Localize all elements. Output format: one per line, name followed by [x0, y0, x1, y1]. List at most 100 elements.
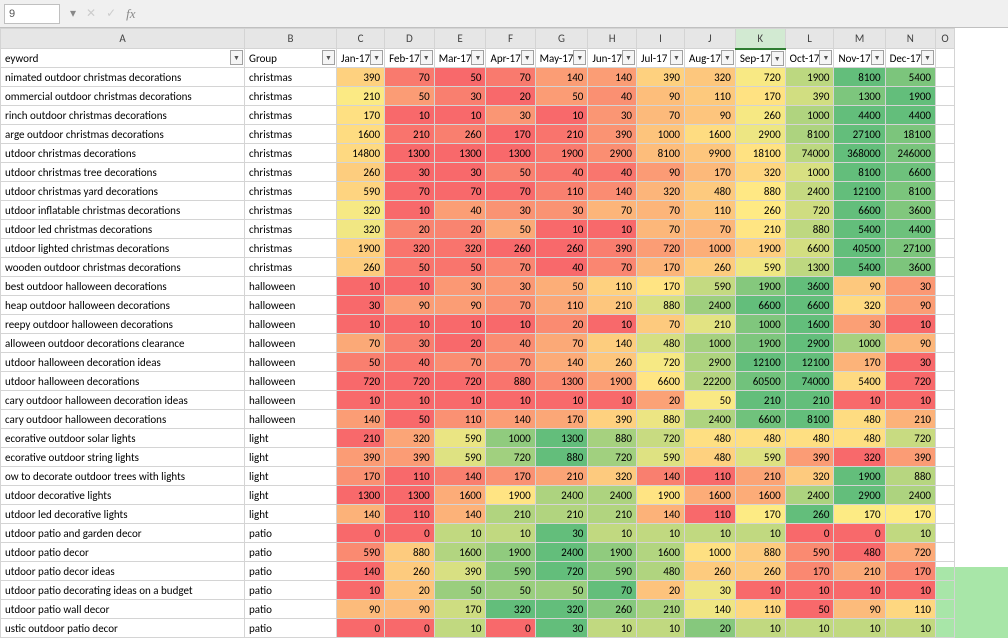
value-cell[interactable]: 70 — [486, 182, 535, 201]
value-cell[interactable]: 40 — [385, 353, 435, 372]
group-cell[interactable]: patio — [245, 600, 337, 619]
value-cell[interactable]: 590 — [636, 448, 684, 467]
value-cell[interactable]: 30 — [486, 201, 535, 220]
value-cell[interactable]: 10 — [486, 524, 535, 543]
value-cell[interactable]: 10 — [337, 277, 385, 296]
value-cell[interactable]: 2400 — [684, 410, 735, 429]
value-cell[interactable]: 170 — [636, 258, 684, 277]
value-cell[interactable]: 260 — [735, 201, 785, 220]
table-row[interactable]: wooden outdoor christmas decorationschri… — [1, 258, 955, 277]
table-row[interactable]: cary outdoor halloween decoration ideash… — [1, 391, 955, 410]
value-cell[interactable]: 1300 — [785, 258, 834, 277]
column-header-C[interactable]: C — [337, 29, 385, 49]
value-cell[interactable]: 40 — [588, 163, 637, 182]
value-cell[interactable]: 10 — [636, 619, 684, 638]
value-cell[interactable]: 1300 — [535, 429, 588, 448]
value-cell[interactable]: 720 — [885, 543, 935, 562]
header-month-7[interactable]: Aug-17▼ — [684, 49, 735, 68]
value-cell[interactable]: 50 — [434, 258, 486, 277]
value-cell[interactable]: 140 — [588, 334, 637, 353]
value-cell[interactable]: 210 — [785, 391, 834, 410]
value-cell[interactable]: 90 — [834, 600, 885, 619]
value-cell[interactable]: 10 — [535, 220, 588, 239]
value-cell[interactable]: 590 — [337, 543, 385, 562]
value-cell[interactable]: 140 — [337, 505, 385, 524]
value-cell[interactable]: 10 — [385, 277, 435, 296]
value-cell[interactable]: 4400 — [885, 220, 935, 239]
value-cell[interactable]: 10 — [785, 619, 834, 638]
value-cell[interactable]: 480 — [684, 448, 735, 467]
value-cell[interactable]: 140 — [636, 505, 684, 524]
value-cell[interactable]: 1600 — [434, 486, 486, 505]
value-cell[interactable]: 20 — [486, 87, 535, 106]
value-cell[interactable]: 6600 — [785, 296, 834, 315]
value-cell[interactable]: 8100 — [785, 125, 834, 144]
value-cell[interactable]: 70 — [434, 353, 486, 372]
value-cell[interactable]: 210 — [535, 505, 588, 524]
value-cell[interactable]: 1900 — [885, 87, 935, 106]
value-cell[interactable]: 74000 — [785, 372, 834, 391]
value-cell[interactable]: 720 — [385, 372, 435, 391]
value-cell[interactable]: 320 — [834, 448, 885, 467]
value-cell[interactable]: 10 — [785, 581, 834, 600]
value-cell[interactable]: 2400 — [785, 486, 834, 505]
table-row[interactable]: utdoor christmas tree decorationschristm… — [1, 163, 955, 182]
value-cell[interactable]: 0 — [785, 524, 834, 543]
column-header-F[interactable]: F — [486, 29, 535, 49]
value-cell[interactable]: 6600 — [834, 201, 885, 220]
header-month-10[interactable]: Nov-17▼ — [834, 49, 885, 68]
value-cell[interactable]: 70 — [588, 581, 637, 600]
value-cell[interactable]: 20 — [434, 220, 486, 239]
filter-dropdown-icon[interactable]: ▼ — [771, 51, 784, 66]
value-cell[interactable]: 50 — [535, 277, 588, 296]
table-row[interactable]: heap outdoor halloween decorationshallow… — [1, 296, 955, 315]
value-cell[interactable]: 30 — [385, 334, 435, 353]
value-cell[interactable]: 20 — [636, 391, 684, 410]
keyword-cell[interactable]: utdoor inflatable christmas decorations — [1, 201, 245, 220]
value-cell[interactable]: 6600 — [735, 296, 785, 315]
value-cell[interactable]: 210 — [636, 600, 684, 619]
value-cell[interactable]: 90 — [434, 296, 486, 315]
value-cell[interactable]: 1000 — [684, 543, 735, 562]
value-cell[interactable]: 210 — [535, 125, 588, 144]
table-row[interactable]: reepy outdoor halloween decorationshallo… — [1, 315, 955, 334]
value-cell[interactable]: 27100 — [885, 239, 935, 258]
keyword-cell[interactable]: utdoor lighted christmas decorations — [1, 239, 245, 258]
value-cell[interactable]: 260 — [735, 106, 785, 125]
filter-dropdown-icon[interactable]: ▼ — [322, 50, 335, 65]
value-cell[interactable]: 110 — [535, 296, 588, 315]
keyword-cell[interactable]: ecorative outdoor solar lights — [1, 429, 245, 448]
value-cell[interactable]: 1000 — [785, 106, 834, 125]
value-cell[interactable]: 390 — [337, 448, 385, 467]
value-cell[interactable]: 90 — [684, 106, 735, 125]
value-cell[interactable]: 70 — [486, 296, 535, 315]
value-cell[interactable]: 10 — [834, 391, 885, 410]
value-cell[interactable]: 8100 — [834, 68, 885, 87]
filter-dropdown-icon[interactable]: ▼ — [420, 50, 433, 65]
value-cell[interactable]: 140 — [588, 68, 637, 87]
value-cell[interactable]: 170 — [434, 600, 486, 619]
value-cell[interactable]: 30 — [535, 201, 588, 220]
value-cell[interactable]: 720 — [486, 448, 535, 467]
value-cell[interactable]: 320 — [636, 182, 684, 201]
value-cell[interactable]: 140 — [535, 353, 588, 372]
value-cell[interactable]: 260 — [535, 239, 588, 258]
value-cell[interactable]: 720 — [885, 429, 935, 448]
value-cell[interactable]: 1900 — [486, 543, 535, 562]
keyword-cell[interactable]: utdoor patio wall decor — [1, 600, 245, 619]
value-cell[interactable]: 390 — [785, 87, 834, 106]
value-cell[interactable]: 5400 — [834, 258, 885, 277]
value-cell[interactable]: 10 — [636, 524, 684, 543]
value-cell[interactable]: 170 — [337, 106, 385, 125]
value-cell[interactable]: 260 — [337, 258, 385, 277]
group-cell[interactable]: light — [245, 505, 337, 524]
value-cell[interactable]: 1900 — [337, 239, 385, 258]
value-cell[interactable]: 260 — [684, 562, 735, 581]
value-cell[interactable]: 140 — [434, 505, 486, 524]
value-cell[interactable]: 1600 — [434, 543, 486, 562]
value-cell[interactable]: 6600 — [785, 239, 834, 258]
value-cell[interactable]: 12100 — [834, 182, 885, 201]
grid[interactable]: ABCDEFGHIJKLMNO eyword▼Group▼Jan-17▼Feb-… — [0, 28, 955, 638]
value-cell[interactable]: 2400 — [785, 182, 834, 201]
header-month-5[interactable]: Jun-17▼ — [588, 49, 637, 68]
